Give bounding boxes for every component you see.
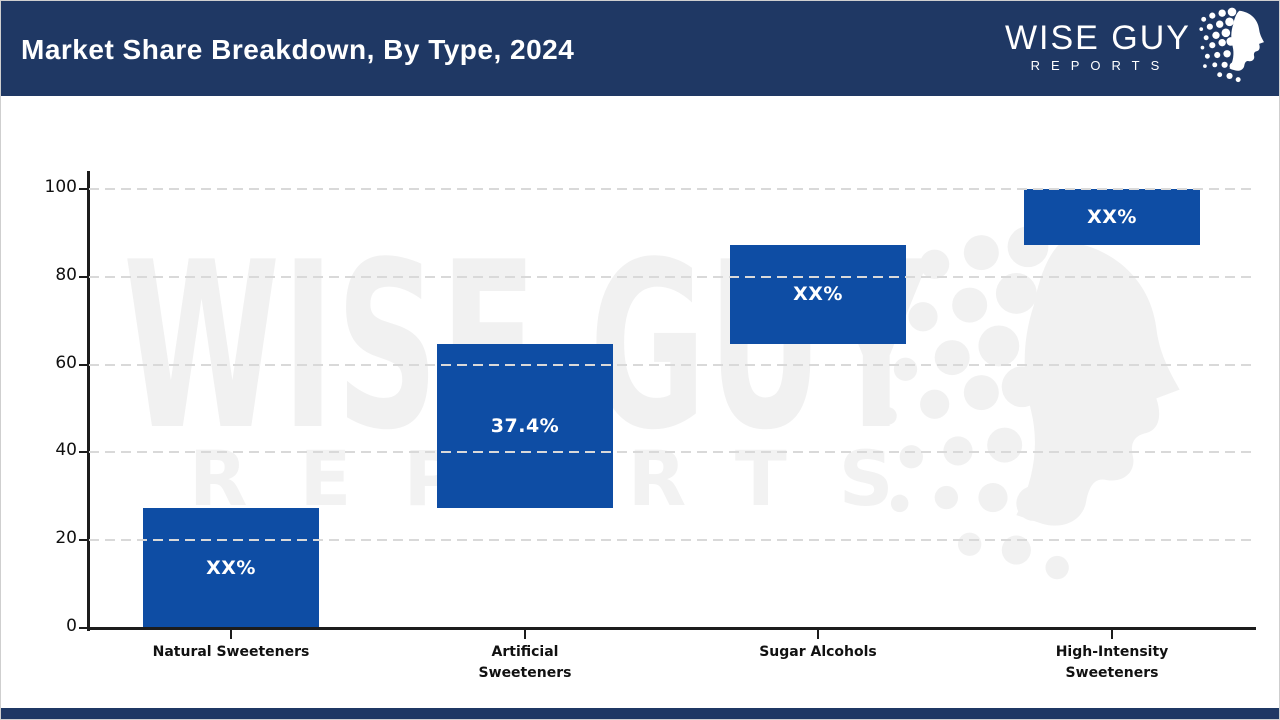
footer-bar (1, 708, 1279, 719)
y-axis-tick-label: 40 (55, 440, 77, 461)
gridline-60 (89, 363, 1256, 366)
bar-value-label: 37.4% (490, 414, 560, 437)
y-axis-tick-label: 60 (55, 352, 77, 373)
x-axis-tick-mark (817, 630, 819, 639)
logo-title: WISE GUY (1004, 18, 1191, 57)
x-axis-tick-mark (230, 630, 232, 639)
gridline-100 (89, 188, 1256, 190)
logo-subtitle: REPORTS (1030, 58, 1171, 74)
y-axis-tick-label: 0 (66, 616, 77, 636)
header-bar: Market Share Breakdown, By Type, 2024 WI… (1, 1, 1279, 96)
logo-head-icon (1199, 7, 1264, 83)
chart-title: Market Share Breakdown, By Type, 2024 (21, 34, 575, 65)
y-axis-tick-mark (79, 363, 87, 366)
x-axis-category-label: High-Intensity Sweeteners (1055, 644, 1169, 681)
y-axis-tick-label: 100 (44, 177, 77, 197)
bar-value-label: XX% (793, 283, 843, 306)
y-axis-tick-mark (79, 451, 87, 454)
x-axis-line (87, 627, 1256, 630)
gridline-20 (89, 539, 1256, 542)
y-axis-tick-label: 20 (55, 528, 77, 549)
y-axis-tick-mark (79, 627, 87, 629)
wiseguy-logo: WISE GUY REPORTS (1005, 7, 1269, 87)
x-axis-category-label: Sugar Alcohols (759, 644, 877, 660)
x-axis-category-label: Artificial Sweeteners (478, 644, 572, 681)
bar-segment (143, 507, 319, 628)
x-axis-tick-mark (524, 630, 526, 639)
x-axis-tick-mark (1111, 630, 1113, 639)
bar-segment (437, 343, 613, 508)
x-axis-category-label: Natural Sweeteners (152, 644, 310, 660)
logo-text: WISE GUY REPORTS (1004, 18, 1191, 74)
gridline-40 (89, 451, 1256, 454)
y-axis-tick-mark (79, 275, 87, 278)
y-axis-tick-label: 80 (55, 264, 77, 285)
y-axis-tick-mark (79, 188, 87, 190)
y-axis-tick-mark (79, 539, 87, 542)
y-axis-line (87, 171, 90, 631)
gridline-80 (89, 275, 1256, 278)
bar-value-label: XX% (206, 556, 256, 579)
bar-value-label: XX% (1087, 206, 1137, 229)
